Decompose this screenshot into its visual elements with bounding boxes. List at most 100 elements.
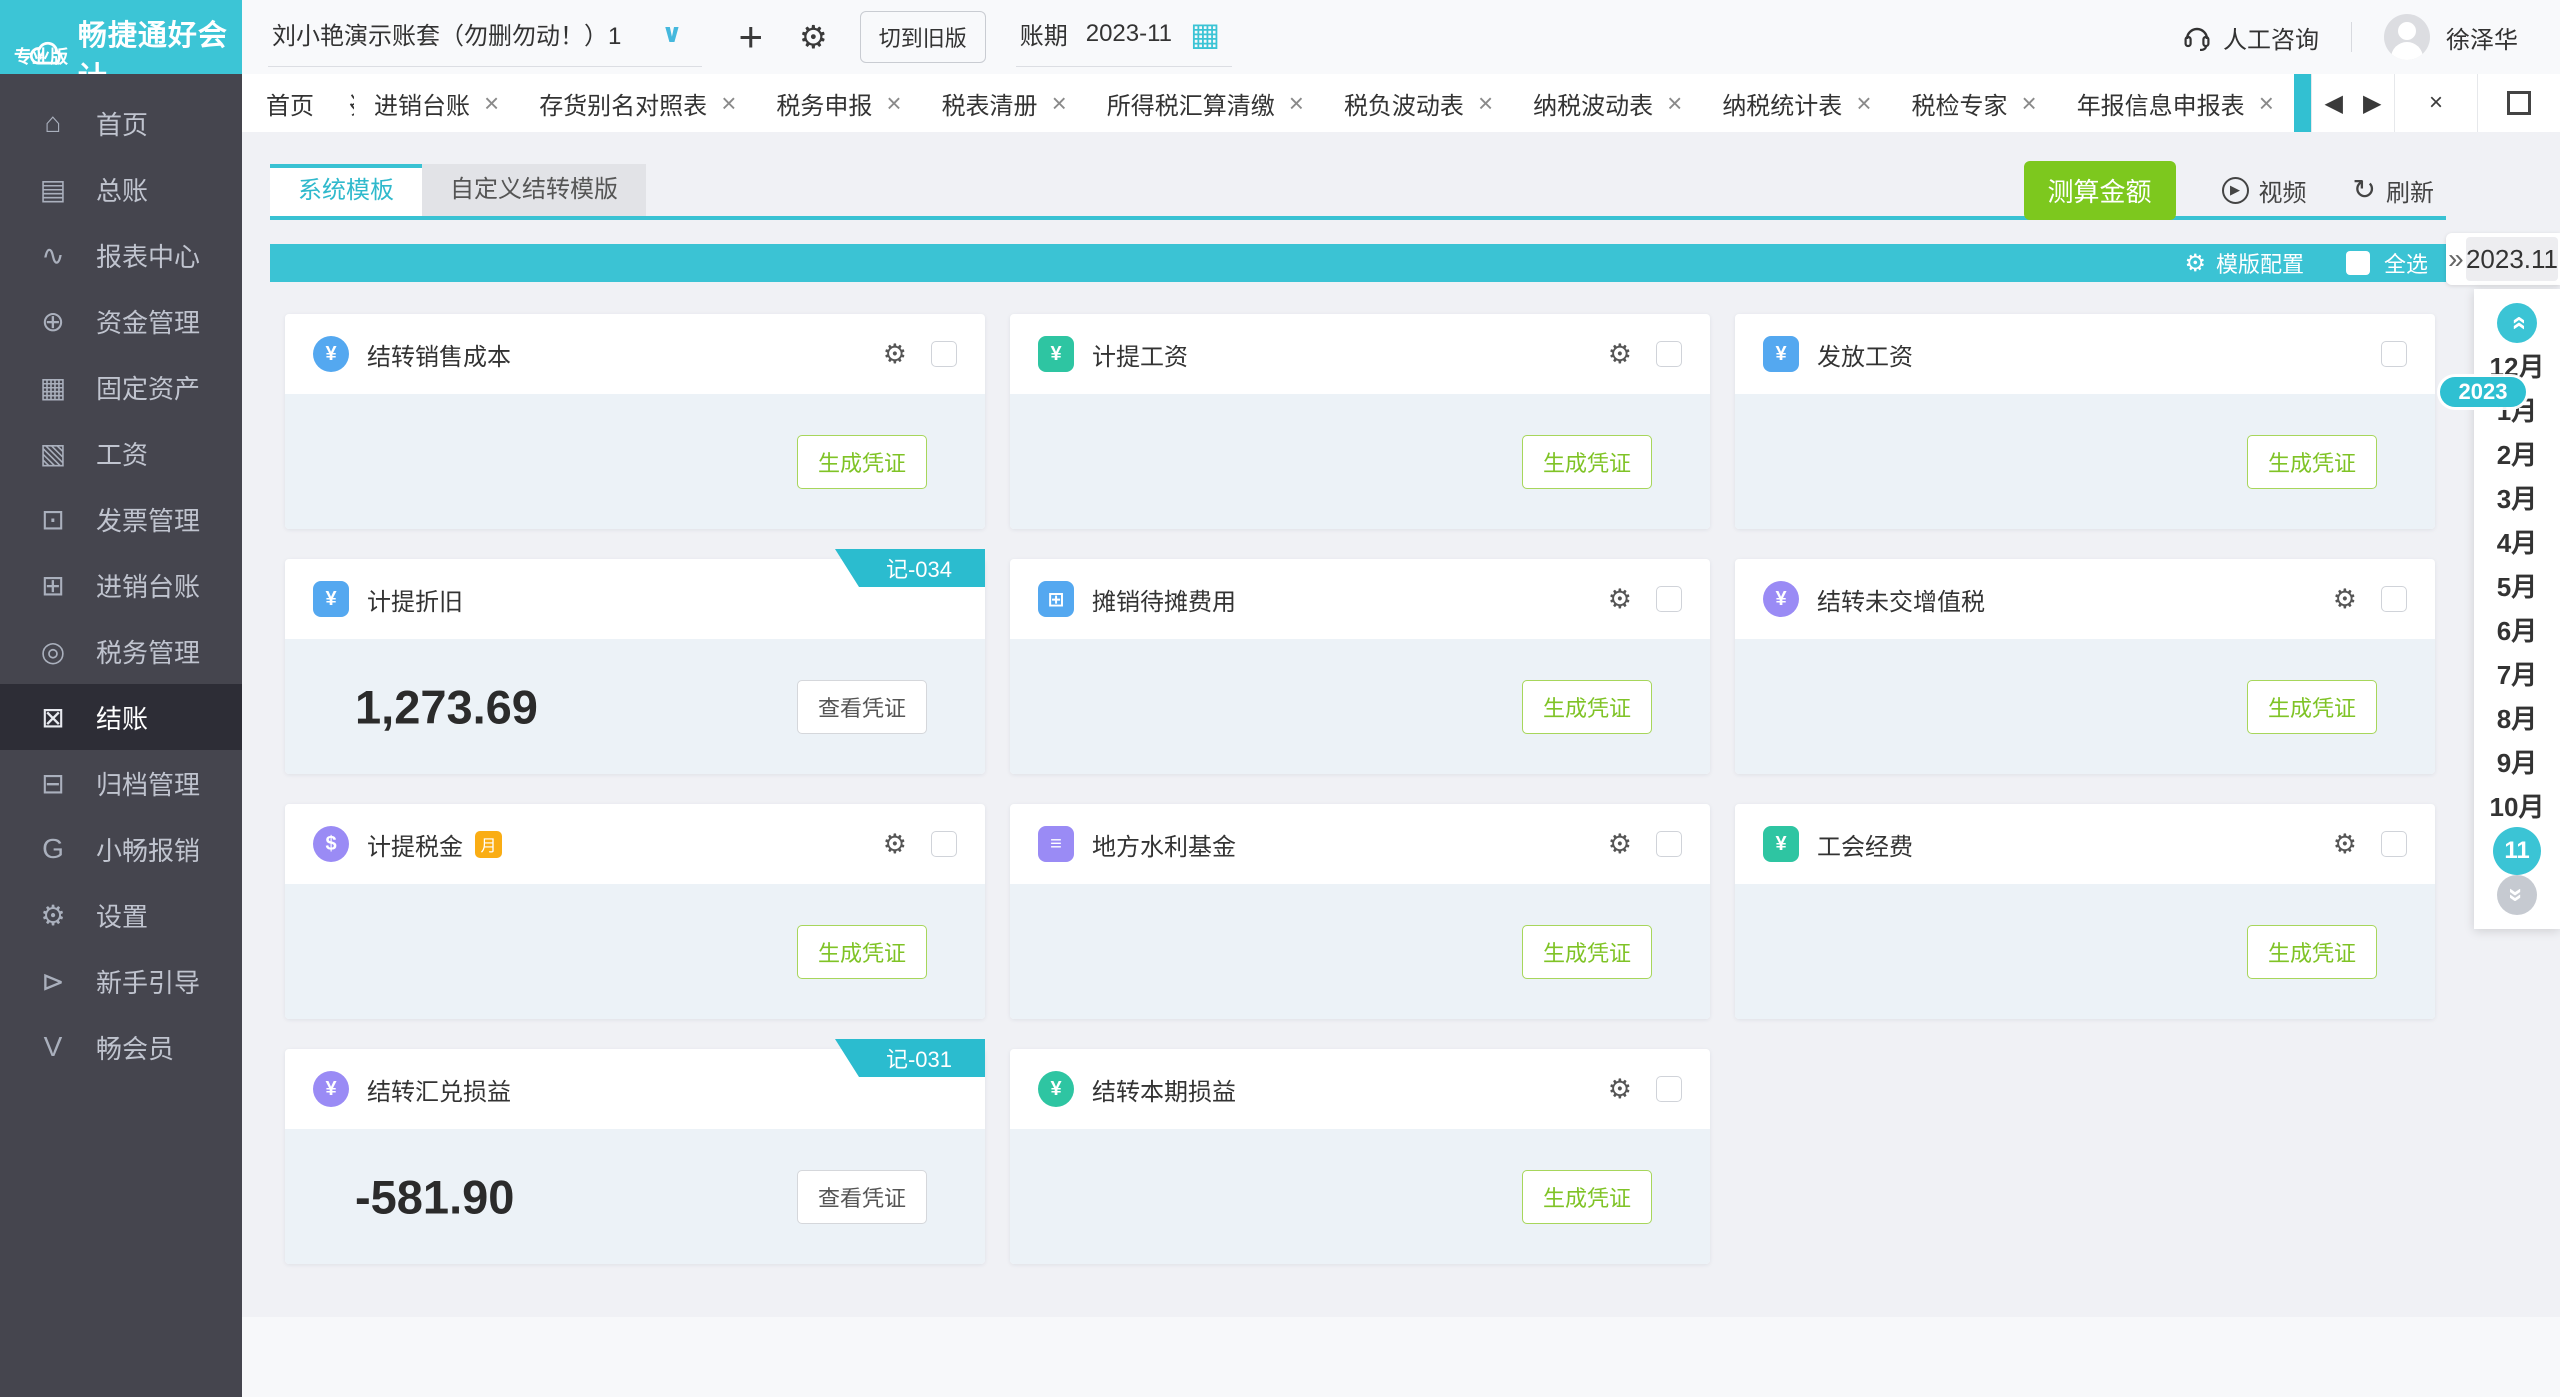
card-checkbox[interactable] — [1656, 341, 1682, 367]
generate-voucher-button[interactable]: 生成凭证 — [796, 924, 927, 979]
tab-scroll-right-icon[interactable]: ▶ — [2363, 89, 2382, 117]
month-scroll-down-button[interactable]: » — [2497, 875, 2537, 915]
close-tab-icon[interactable]: × — [886, 88, 902, 118]
tab-所得税汇算清缴[interactable]: 所得税汇算清缴 × — [1087, 74, 1324, 132]
card-checkbox[interactable] — [1656, 586, 1682, 612]
tab-纳税波动表[interactable]: 纳税波动表 × — [1513, 74, 1702, 132]
card-checkbox[interactable] — [2381, 831, 2407, 857]
sidebar-item-report-center[interactable]: ∿ 报表中心 — [0, 222, 242, 288]
tab-税表清册[interactable]: 税表清册 × — [922, 74, 1087, 132]
month-item-11月[interactable]: 11月 — [2493, 827, 2541, 912]
support-link[interactable]: 人工咨询 — [2183, 20, 2319, 55]
subtab-自定义结转模版[interactable]: 自定义结转模版 — [422, 164, 646, 216]
sidebar-item-funds[interactable]: ⊕ 资金管理 — [0, 288, 242, 354]
avatar[interactable] — [2384, 14, 2430, 60]
collapse-panel-icon[interactable]: » — [2448, 243, 2464, 274]
generate-voucher-button[interactable]: 生成凭证 — [1521, 1169, 1652, 1224]
month-item-3月[interactable]: 3月 — [2496, 484, 2538, 514]
month-item-7月[interactable]: 7月 — [2496, 660, 2538, 690]
sidebar-item-beginner-guide[interactable]: ⊳ 新手引导 — [0, 948, 242, 1014]
month-item-4月[interactable]: 4月 — [2496, 528, 2538, 558]
month-item-6月[interactable]: 6月 — [2496, 616, 2538, 646]
card-settings-gear-icon[interactable]: ⚙ — [1607, 583, 1632, 614]
card-checkbox[interactable] — [931, 831, 957, 857]
tab-税务申报[interactable]: 税务申报 × — [756, 74, 921, 132]
tab-进销台账[interactable]: 进销台账 × — [354, 74, 519, 132]
generate-voucher-button[interactable]: 生成凭证 — [796, 434, 927, 489]
voucher-ribbon[interactable]: 记-031 — [835, 1039, 985, 1077]
measure-amount-button[interactable]: 测算金额 — [2023, 160, 2176, 220]
tab-纳税统计表[interactable]: 纳税统计表 × — [1702, 74, 1891, 132]
tab-税负波动表[interactable]: 税负波动表 × — [1324, 74, 1513, 132]
tab-年报信息申报表[interactable]: 年报信息申报表 × — [2057, 74, 2294, 132]
video-button[interactable]: ▶ 视频 — [2221, 173, 2307, 208]
month-item-5月[interactable]: 5月 — [2496, 572, 2538, 602]
card-settings-gear-icon[interactable]: ⚙ — [2332, 828, 2357, 859]
account-select[interactable]: 刘小艳演示账套（勿删勿动！）1 ∨ — [268, 8, 703, 67]
month-item-10月[interactable]: 10月 — [2489, 792, 2545, 822]
tab-存货别名对照表[interactable]: 存货别名对照表 × — [519, 74, 756, 132]
fullscreen-button[interactable] — [2477, 74, 2560, 132]
tab-税检专家[interactable]: 税检专家 × — [1892, 74, 2057, 132]
close-tab-icon[interactable]: × — [1856, 88, 1872, 118]
period-picker[interactable]: 账期 2023-11 ▦ — [1015, 8, 1233, 67]
close-tab-icon[interactable]: × — [1288, 88, 1304, 118]
card-checkbox[interactable] — [1656, 1076, 1682, 1102]
select-all-checkbox[interactable] — [2345, 251, 2370, 275]
tab-首页[interactable]: 首页 — [246, 74, 334, 132]
sidebar-item-member[interactable]: V 畅会员 — [0, 1014, 242, 1080]
close-tab-icon[interactable]: × — [484, 88, 500, 118]
card-settings-gear-icon[interactable]: ⚙ — [1607, 828, 1632, 859]
sidebar-item-general-ledger[interactable]: ▤ 总账 — [0, 156, 242, 222]
sidebar-item-purchase-sales[interactable]: ⊞ 进销台账 — [0, 552, 242, 618]
month-scroll-up-button[interactable]: » — [2497, 303, 2537, 343]
view-voucher-button[interactable]: 查看凭证 — [796, 679, 927, 734]
close-tab-icon[interactable]: × — [1051, 88, 1067, 118]
month-item-2月[interactable]: 2月 — [2496, 440, 2538, 470]
refresh-button[interactable]: ↻ 刷新 — [2353, 173, 2434, 208]
card-checkbox[interactable] — [2381, 341, 2407, 367]
card-settings-gear-icon[interactable]: ⚙ — [882, 338, 907, 369]
sidebar-item-fixed-assets[interactable]: ▦ 固定资产 — [0, 354, 242, 420]
generate-voucher-button[interactable]: 生成凭证 — [2246, 434, 2377, 489]
tab-scroll-left-icon[interactable]: ◀ — [2324, 89, 2343, 117]
card-settings-gear-icon[interactable]: ⚙ — [1607, 338, 1632, 369]
view-voucher-button[interactable]: 查看凭证 — [796, 1169, 927, 1224]
sidebar-item-invoice[interactable]: ⊡ 发票管理 — [0, 486, 242, 552]
card-settings-gear-icon[interactable]: ⚙ — [2332, 583, 2357, 614]
subtab-系统模板[interactable]: 系统模板 — [270, 164, 422, 216]
sidebar-item-xiaochang-expense[interactable]: G 小畅报销 — [0, 816, 242, 882]
card-settings-gear-icon[interactable]: ⚙ — [882, 828, 907, 859]
card-checkbox[interactable] — [931, 341, 957, 367]
generate-voucher-button[interactable]: 生成凭证 — [2246, 924, 2377, 979]
sidebar-item-tax[interactable]: ◎ 税务管理 — [0, 618, 242, 684]
sidebar-item-closing[interactable]: ⊠ 结账 — [0, 684, 242, 750]
sidebar-item-home[interactable]: ⌂ 首页 — [0, 90, 242, 156]
card-checkbox[interactable] — [1656, 831, 1682, 857]
close-tab-icon[interactable]: × — [2021, 88, 2037, 118]
month-item-9月[interactable]: 9月 — [2496, 748, 2538, 778]
close-tab-icon[interactable]: × — [1667, 88, 1683, 118]
month-item-8月[interactable]: 8月 — [2496, 704, 2538, 734]
sidebar-item-archive[interactable]: ⊟ 归档管理 — [0, 750, 242, 816]
generate-voucher-button[interactable]: 生成凭证 — [1521, 679, 1652, 734]
tab-期末结转[interactable]: 期末结转× — [2293, 74, 2311, 132]
close-tab-icon[interactable]: × — [1477, 88, 1494, 118]
tab-scroll-arrows[interactable]: ◀ ▶ — [2311, 74, 2394, 132]
close-tab-icon[interactable]: × — [721, 88, 737, 118]
generate-voucher-button[interactable]: 生成凭证 — [1521, 924, 1652, 979]
tab-〻[interactable]: 〻× — [334, 74, 354, 132]
voucher-ribbon[interactable]: 记-034 — [835, 549, 985, 587]
sidebar-item-payroll[interactable]: ▧ 工资 — [0, 420, 242, 486]
close-tab-icon[interactable]: × — [2258, 88, 2274, 118]
add-account-button[interactable]: + — [738, 13, 764, 60]
sidebar-item-settings[interactable]: ⚙ 设置 — [0, 882, 242, 948]
switch-old-version-button[interactable]: 切到旧版 — [859, 11, 986, 63]
card-settings-gear-icon[interactable]: ⚙ — [1607, 1073, 1632, 1104]
generate-voucher-button[interactable]: 生成凭证 — [1521, 434, 1652, 489]
card-checkbox[interactable] — [2381, 586, 2407, 612]
close-all-tabs-button[interactable]: × — [2394, 74, 2477, 132]
template-config-button[interactable]: ⚙ 模版配置 — [2184, 247, 2304, 279]
generate-voucher-button[interactable]: 生成凭证 — [2246, 679, 2377, 734]
account-settings-gear-icon[interactable]: ⚙ — [799, 19, 828, 55]
